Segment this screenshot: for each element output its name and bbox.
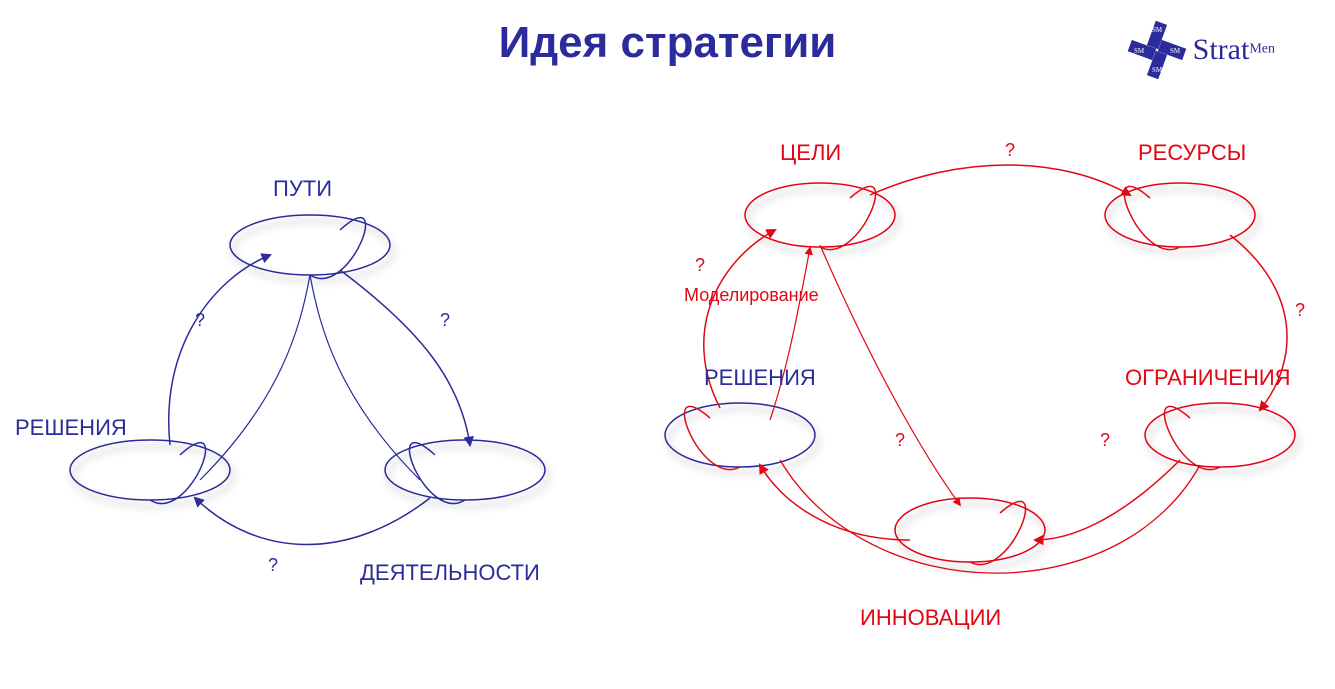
q-right-1: ? bbox=[1005, 140, 1015, 161]
edge-puti-deyatelnosti bbox=[340, 270, 470, 445]
q-left-3: ? bbox=[268, 555, 278, 576]
edge-ogranicheniya-innovacii bbox=[1035, 460, 1180, 540]
label-modelirovanie: Моделирование bbox=[684, 285, 819, 306]
node-resheniya bbox=[70, 440, 230, 503]
label-innovacii: ИННОВАЦИИ bbox=[860, 605, 1001, 631]
node-resheniya2 bbox=[665, 403, 815, 470]
q-right-2: ? bbox=[1295, 300, 1305, 321]
left-diagram bbox=[70, 215, 545, 545]
edge-inner1 bbox=[200, 275, 310, 480]
node-deyatelnosti bbox=[385, 440, 545, 503]
diagram-canvas bbox=[0, 0, 1335, 689]
edge-celi-resursy bbox=[870, 165, 1130, 195]
edge-innovacii-resheniya bbox=[760, 465, 910, 540]
edge-cross1 bbox=[820, 245, 960, 505]
label-puti: ПУТИ bbox=[273, 176, 332, 202]
q-right-4: ? bbox=[895, 430, 905, 451]
label-resursy: РЕСУРСЫ bbox=[1138, 140, 1246, 166]
node-puti bbox=[230, 215, 390, 278]
edge-outer-bottom bbox=[780, 460, 1200, 573]
q-right-5: ? bbox=[695, 255, 705, 276]
node-celi bbox=[745, 183, 895, 250]
q-left-1: ? bbox=[195, 310, 205, 331]
q-right-3: ? bbox=[1100, 430, 1110, 451]
edge-deyatelnosti-resheniya bbox=[195, 498, 430, 545]
label-deyatelnosti: ДЕЯТЕЛЬНОСТИ bbox=[360, 560, 540, 586]
edge-inner2 bbox=[310, 275, 420, 480]
q-left-2: ? bbox=[440, 310, 450, 331]
node-innovacii bbox=[895, 498, 1045, 565]
edge-resheniya-puti bbox=[169, 255, 270, 445]
label-resheniya: РЕШЕНИЯ bbox=[15, 415, 127, 441]
label-resheniya2: РЕШЕНИЯ bbox=[704, 365, 816, 391]
node-ogranicheniya bbox=[1145, 403, 1295, 470]
edge-cross2 bbox=[770, 248, 810, 420]
label-ogranicheniya: ОГРАНИЧЕНИЯ bbox=[1125, 365, 1291, 391]
label-celi: ЦЕЛИ bbox=[780, 140, 841, 166]
